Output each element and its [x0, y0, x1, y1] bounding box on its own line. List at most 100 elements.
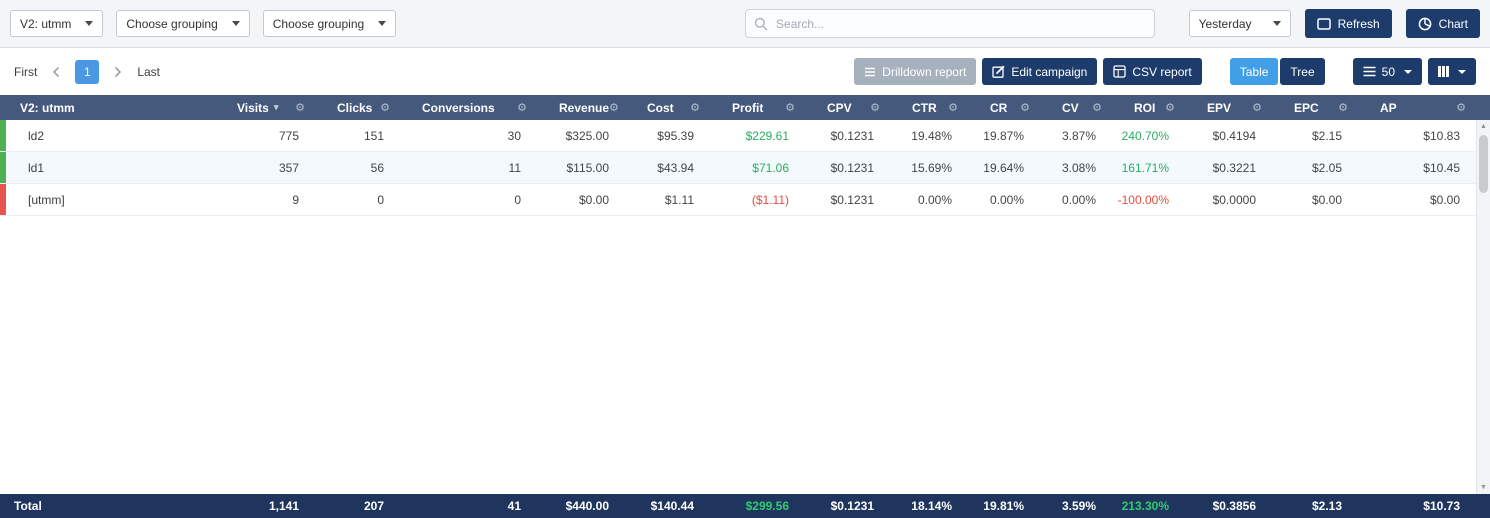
- scroll-down-icon[interactable]: ▼: [1480, 484, 1487, 491]
- column-settings-gear-icon[interactable]: ⚙: [295, 102, 305, 114]
- row-name-cell[interactable]: [utmm]: [0, 184, 215, 215]
- column-settings-gear-icon[interactable]: ⚙: [609, 102, 619, 114]
- column-header-ap[interactable]: AP ⚙: [1358, 95, 1476, 120]
- total-label: Total: [14, 499, 42, 513]
- column-settings-gear-icon[interactable]: ⚙: [690, 102, 700, 114]
- column-settings-gear-icon[interactable]: ⚙: [380, 102, 390, 114]
- grouping-select-1-value: Choose grouping: [126, 16, 218, 31]
- cell-conversions: 30: [507, 128, 521, 143]
- table-row[interactable]: [utmm] 9 0 0 $0.00 $1.11 ($1.11) $0.1231…: [0, 184, 1476, 216]
- columns-button[interactable]: [1428, 58, 1476, 85]
- total-visits: 1,141: [268, 499, 299, 513]
- csv-report-button[interactable]: CSV report: [1103, 58, 1202, 85]
- cell-profit: $229.61: [745, 128, 789, 143]
- column-label: V2: utmm: [20, 100, 75, 115]
- column-header-profit[interactable]: Profit ⚙: [710, 95, 805, 120]
- column-settings-gear-icon[interactable]: ⚙: [870, 102, 880, 114]
- cell-epc: $2.15: [1311, 128, 1342, 143]
- column-header-conversions[interactable]: Conversions ⚙: [400, 95, 537, 120]
- refresh-icon: [1316, 17, 1331, 30]
- edit-campaign-button[interactable]: Edit campaign: [982, 58, 1098, 85]
- chevron-down-icon: [231, 21, 240, 26]
- search-icon: [754, 17, 768, 31]
- column-settings-gear-icon[interactable]: ⚙: [948, 102, 958, 114]
- column-header-roi[interactable]: ROI ⚙: [1112, 95, 1185, 120]
- search-input[interactable]: [745, 9, 1156, 38]
- table-row[interactable]: ld1 357 56 11 $115.00 $43.94 $71.06 $0.1…: [0, 152, 1476, 184]
- column-header-cpv[interactable]: CPV ⚙: [805, 95, 890, 120]
- column-header-epv[interactable]: EPV ⚙: [1185, 95, 1272, 120]
- column-settings-gear-icon[interactable]: ⚙: [1338, 102, 1348, 114]
- column-settings-gear-icon[interactable]: ⚙: [1165, 102, 1175, 114]
- drilldown-report-button[interactable]: Drilldown report: [854, 58, 977, 85]
- cell-epc: $2.05: [1311, 160, 1342, 175]
- cell-conversions: 11: [508, 160, 521, 175]
- cell-cv: 3.08%: [1061, 160, 1096, 175]
- column-settings-gear-icon[interactable]: ⚙: [785, 102, 795, 114]
- column-header-clicks[interactable]: Clicks ⚙: [315, 95, 400, 120]
- campaign-filter-select[interactable]: V2: utmm: [10, 10, 104, 37]
- tree-view-button[interactable]: Tree: [1280, 58, 1325, 85]
- table-row[interactable]: ld2 775 151 30 $325.00 $95.39 $229.61 $0…: [0, 120, 1476, 152]
- scroll-up-icon[interactable]: ▲: [1480, 123, 1487, 130]
- column-label: EPC: [1294, 100, 1319, 115]
- cell-cr: 19.87%: [983, 128, 1024, 143]
- column-header-cv[interactable]: CV ⚙: [1040, 95, 1112, 120]
- column-header-visits[interactable]: Visits ▾ ⚙: [215, 95, 315, 120]
- pagination-current-page[interactable]: 1: [75, 59, 100, 84]
- cell-clicks: 0: [377, 192, 384, 207]
- column-settings-gear-icon[interactable]: ⚙: [1092, 102, 1102, 114]
- cell-roi: 161.71%: [1121, 160, 1169, 175]
- rows-per-page-button[interactable]: 50: [1352, 58, 1422, 85]
- pagination: First 1 Last: [14, 59, 161, 84]
- pagination-last[interactable]: Last: [137, 64, 161, 79]
- grouping-select-2[interactable]: Choose grouping: [262, 10, 397, 37]
- edit-icon: [992, 65, 1005, 78]
- vertical-scrollbar[interactable]: ▲ ▼: [1476, 120, 1490, 494]
- header-stub: [1476, 95, 1490, 120]
- chart-button[interactable]: Chart: [1405, 9, 1480, 38]
- refresh-label: Refresh: [1337, 16, 1380, 31]
- chevron-left-icon[interactable]: [52, 66, 60, 78]
- column-settings-gear-icon[interactable]: ⚙: [517, 102, 527, 114]
- column-settings-gear-icon[interactable]: ⚙: [1020, 102, 1030, 114]
- total-profit: $299.56: [745, 499, 789, 513]
- cell-visits: 775: [278, 128, 299, 143]
- cell-cost: $1.11: [664, 192, 694, 207]
- date-range-select[interactable]: Yesterday: [1188, 10, 1291, 37]
- column-header-cost[interactable]: Cost ⚙: [625, 95, 710, 120]
- column-header-cr[interactable]: CR ⚙: [968, 95, 1040, 120]
- cell-epv: $0.0000: [1212, 192, 1256, 207]
- top-toolbar: V2: utmm Choose grouping Choose grouping…: [0, 0, 1490, 48]
- column-header-name[interactable]: V2: utmm: [0, 95, 215, 120]
- cell-roi: -100.00%: [1117, 192, 1169, 207]
- table-body: ld2 775 151 30 $325.00 $95.39 $229.61 $0…: [0, 120, 1490, 494]
- scrollbar-thumb[interactable]: [1479, 135, 1488, 193]
- column-header-epc[interactable]: EPC ⚙: [1272, 95, 1358, 120]
- cell-ctr: 19.48%: [911, 128, 952, 143]
- column-header-revenue[interactable]: Revenue ⚙: [537, 95, 625, 120]
- table-view-button[interactable]: Table: [1229, 58, 1279, 85]
- search-box: [745, 9, 1156, 38]
- column-label: Cost: [647, 100, 674, 115]
- row-name-label: [utmm]: [28, 192, 65, 207]
- hamburger-icon: [1363, 66, 1376, 77]
- pagination-first[interactable]: First: [14, 64, 38, 79]
- chevron-down-icon: [1272, 21, 1281, 26]
- grouping-select-1[interactable]: Choose grouping: [116, 10, 250, 37]
- column-settings-gear-icon[interactable]: ⚙: [1456, 102, 1466, 114]
- cell-cr: 19.64%: [983, 160, 1024, 175]
- row-name-cell[interactable]: ld2: [0, 120, 215, 151]
- chevron-down-icon: [1404, 69, 1412, 74]
- chevron-right-icon[interactable]: [114, 66, 122, 78]
- total-clicks: 207: [363, 499, 384, 513]
- total-cv: 3.59%: [1061, 499, 1096, 513]
- row-name-label: ld1: [28, 160, 45, 175]
- column-header-ctr[interactable]: CTR ⚙: [890, 95, 968, 120]
- row-name-cell[interactable]: ld1: [0, 152, 215, 183]
- refresh-button[interactable]: Refresh: [1304, 9, 1392, 38]
- total-revenue: $440.00: [565, 499, 609, 513]
- column-settings-gear-icon[interactable]: ⚙: [1252, 102, 1262, 114]
- cell-cpv: $0.1231: [830, 128, 874, 143]
- cell-cr: 0.00%: [989, 192, 1024, 207]
